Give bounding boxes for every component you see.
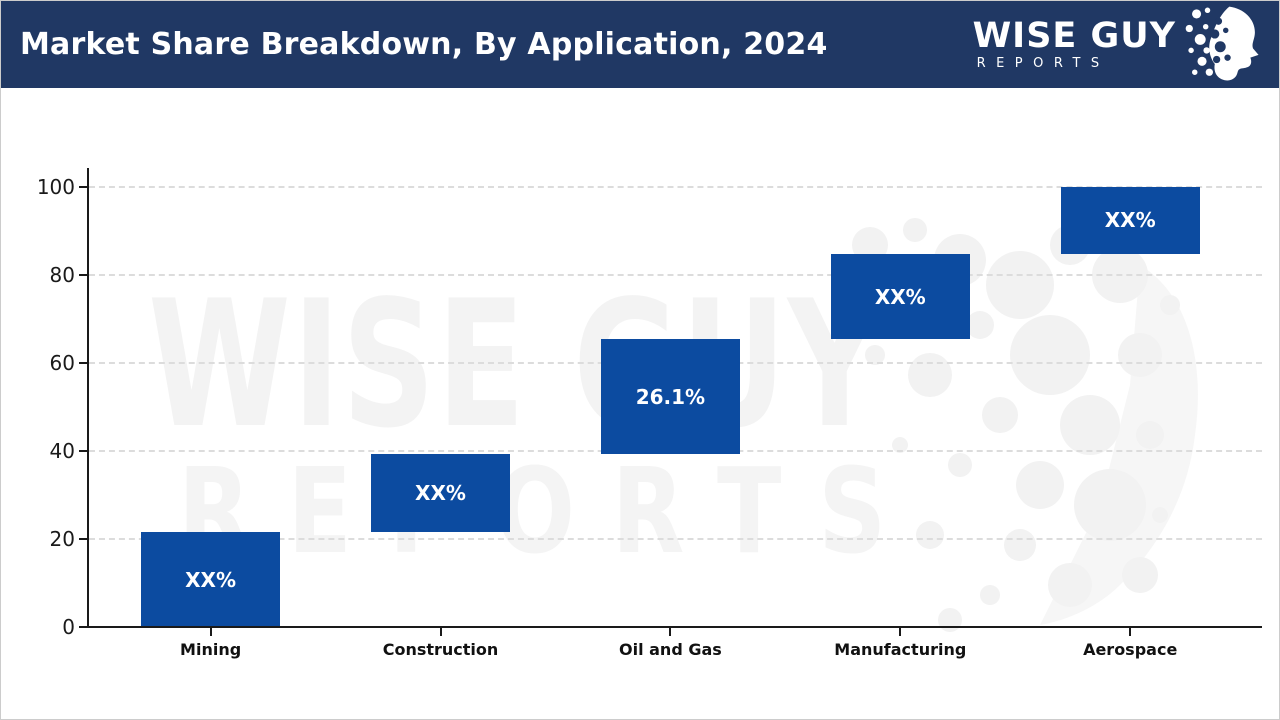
y-tick-label-20: 20 xyxy=(49,527,75,551)
y-tick-label-60: 60 xyxy=(49,351,75,375)
y-tick-40 xyxy=(79,450,87,452)
bar-value-label-mining: XX% xyxy=(185,567,237,592)
x-tick-aerospace xyxy=(1129,628,1132,636)
x-tick-construction xyxy=(439,628,442,636)
bar-value-label-construction: XX% xyxy=(415,481,466,506)
bar-construction: XX% xyxy=(371,454,510,533)
x-tick-manufacturing xyxy=(899,628,902,636)
gridline-80 xyxy=(89,274,1262,276)
y-tick-20 xyxy=(79,538,87,540)
y-tick-label-80: 80 xyxy=(49,263,75,287)
y-tick-label-0: 0 xyxy=(62,615,75,639)
bar-manufacturing: XX% xyxy=(830,253,970,340)
x-tick-label-mining: Mining xyxy=(180,640,242,659)
logo-subtext: REPORTS xyxy=(976,55,1110,71)
y-tick-80 xyxy=(79,274,87,276)
x-axis-spine xyxy=(86,626,1262,628)
y-tick-100 xyxy=(79,186,87,188)
header-bar: Market Share Breakdown, By Application, … xyxy=(0,0,1280,88)
bar-value-label-oil-and-gas: 26.1% xyxy=(635,384,706,409)
gridline-20 xyxy=(89,538,1262,540)
logo-wordmark: WISE GUY xyxy=(972,15,1176,56)
gridline-100 xyxy=(89,186,1262,188)
y-tick-60 xyxy=(79,362,87,364)
y-tick-label-40: 40 xyxy=(49,439,75,463)
y-axis-spine xyxy=(86,168,89,628)
x-tick-label-manufacturing: Manufacturing xyxy=(834,640,967,659)
x-tick-label-oil-and-gas: Oil and Gas xyxy=(618,640,722,659)
bar-aerospace: XX% xyxy=(1060,187,1200,254)
x-tick-label-construction: Construction xyxy=(382,640,499,659)
x-tick-label-aerospace: Aerospace xyxy=(1083,640,1178,659)
logo-text: WISE GUY REPORTS xyxy=(972,15,1176,71)
bar-value-label-aerospace: XX% xyxy=(1104,208,1156,233)
bar-oil-and-gas: 26.1% xyxy=(600,339,740,455)
x-tick-oil-and-gas xyxy=(669,628,672,636)
wise-guy-logo: WISE GUY REPORTS xyxy=(973,3,1280,85)
y-tick-0 xyxy=(79,626,87,628)
bar-value-label-manufacturing: XX% xyxy=(874,284,926,309)
x-tick-mining xyxy=(209,628,212,636)
logo-head-icon xyxy=(1185,6,1259,81)
watermark-wordmark: WISE GUY xyxy=(148,264,883,467)
y-tick-label-100: 100 xyxy=(36,175,75,199)
watermark-subtext: REPORTS xyxy=(178,442,924,580)
page-title: Market Share Breakdown, By Application, … xyxy=(20,26,828,62)
bar-mining: XX% xyxy=(141,532,281,627)
